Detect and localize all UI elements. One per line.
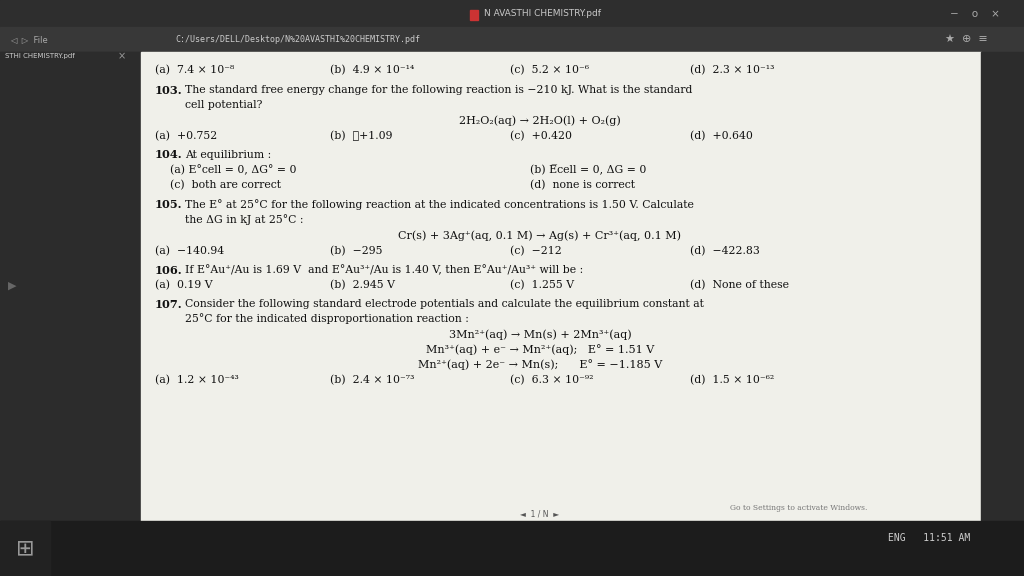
Text: N AVASTHI CHEMISTRY.pdf: N AVASTHI CHEMISTRY.pdf	[484, 9, 601, 18]
Bar	[141, 52, 981, 521]
Text: (d)  1.5 × 10⁻⁶²: (d) 1.5 × 10⁻⁶²	[690, 375, 774, 385]
Bar	[0, 521, 50, 576]
Text: (b)  −295: (b) −295	[330, 246, 383, 256]
Text: Consider the following standard electrode potentials and calculate the equilibri: Consider the following standard electrod…	[185, 299, 703, 309]
Text: The standard free energy change for the following reaction is −210 kJ. What is t: The standard free energy change for the …	[185, 85, 692, 95]
Text: At equilibrium :: At equilibrium :	[185, 150, 271, 160]
Text: (b)  4.9 × 10⁻¹⁴: (b) 4.9 × 10⁻¹⁴	[330, 65, 415, 75]
Text: (b)  2.945 V: (b) 2.945 V	[330, 280, 395, 290]
Text: ▶: ▶	[8, 281, 16, 291]
Text: (d)  none is correct: (d) none is correct	[530, 180, 635, 190]
Bar	[0, 0, 1024, 27]
Text: Cr(s) + 3Ag⁺(aq, 0.1 M) → Ag(s) + Cr³⁺(aq, 0.1 M): Cr(s) + 3Ag⁺(aq, 0.1 M) → Ag(s) + Cr³⁺(a…	[398, 231, 682, 241]
Text: (c)  both are correct: (c) both are correct	[170, 180, 281, 190]
Text: (b)  ℓ+1.09: (b) ℓ+1.09	[330, 131, 392, 141]
Text: (c)  +0.420: (c) +0.420	[510, 131, 572, 141]
Text: 2H₂O₂(aq) → 2H₂O(l) + O₂(g): 2H₂O₂(aq) → 2H₂O(l) + O₂(g)	[459, 116, 621, 126]
Text: ×: ×	[118, 51, 126, 61]
Text: (a) E°cell = 0, ΔG° = 0: (a) E°cell = 0, ΔG° = 0	[170, 165, 297, 175]
Text: (c)  −212: (c) −212	[510, 246, 562, 256]
Text: If E°Au⁺/Au is 1.69 V  and E°Au³⁺/Au is 1.40 V, then E°Au⁺/Au³⁺ will be :: If E°Au⁺/Au is 1.69 V and E°Au³⁺/Au is 1…	[185, 264, 584, 275]
Text: C:/Users/DELL/Desktop/N%20AVASTHI%20CHEMISTRY.pdf: C:/Users/DELL/Desktop/N%20AVASTHI%20CHEM…	[175, 36, 420, 44]
Text: the ΔG in kJ at 25°C :: the ΔG in kJ at 25°C :	[185, 215, 303, 225]
Text: 107.: 107.	[155, 298, 182, 309]
Text: ◁  ▷  File: ◁ ▷ File	[10, 36, 48, 44]
Text: STHI CHEMISTRY.pdf: STHI CHEMISTRY.pdf	[5, 53, 75, 59]
Text: 3Mn²⁺(aq) → Mn(s) + 2Mn³⁺(aq): 3Mn²⁺(aq) → Mn(s) + 2Mn³⁺(aq)	[449, 329, 632, 340]
Text: Mn³⁺(aq) + e⁻ → Mn²⁺(aq);   E° = 1.51 V: Mn³⁺(aq) + e⁻ → Mn²⁺(aq); E° = 1.51 V	[426, 344, 654, 355]
Text: ★  ⊕  ≡: ★ ⊕ ≡	[945, 35, 988, 45]
Text: (a)  7.4 × 10⁻⁸: (a) 7.4 × 10⁻⁸	[155, 65, 234, 75]
Text: −    o    ×: − o ×	[950, 9, 999, 19]
Text: (d)  None of these: (d) None of these	[690, 280, 790, 290]
Text: Go to Settings to activate Windows.: Go to Settings to activate Windows.	[730, 504, 867, 512]
Text: (d)  +0.640: (d) +0.640	[690, 131, 753, 141]
Text: cell potential?: cell potential?	[185, 100, 262, 110]
Text: (d)  −422.83: (d) −422.83	[690, 246, 760, 256]
Text: (d)  2.3 × 10⁻¹³: (d) 2.3 × 10⁻¹³	[690, 65, 774, 75]
Bar	[981, 52, 1024, 521]
Text: 106.: 106.	[155, 264, 182, 275]
Text: ENG   11:51 AM: ENG 11:51 AM	[888, 533, 970, 543]
Bar	[0, 27, 1024, 52]
Text: ⊞: ⊞	[15, 539, 35, 559]
Text: (b)  2.4 × 10⁻⁷³: (b) 2.4 × 10⁻⁷³	[330, 375, 415, 385]
Text: (c)  5.2 × 10⁻⁶: (c) 5.2 × 10⁻⁶	[510, 65, 589, 75]
Text: ◄  1 / N  ►: ◄ 1 / N ►	[520, 510, 559, 518]
Bar	[0, 52, 140, 521]
Bar	[0, 52, 140, 61]
Text: (a)  0.19 V: (a) 0.19 V	[155, 280, 213, 290]
Text: 105.: 105.	[155, 199, 182, 210]
Text: Mn²⁺(aq) + 2e⁻ → Mn(s);      E° = −1.185 V: Mn²⁺(aq) + 2e⁻ → Mn(s); E° = −1.185 V	[418, 359, 663, 370]
Text: (a)  +0.752: (a) +0.752	[155, 131, 217, 141]
Text: (b) E̅cell = 0, ΔG = 0: (b) E̅cell = 0, ΔG = 0	[530, 165, 646, 175]
Text: 103.: 103.	[155, 85, 182, 96]
Bar	[143, 54, 986, 523]
Text: (a)  1.2 × 10⁻⁴³: (a) 1.2 × 10⁻⁴³	[155, 375, 239, 385]
Text: 25°C for the indicated disproportionation reaction :: 25°C for the indicated disproportionatio…	[185, 313, 469, 324]
Bar	[0, 521, 1024, 576]
Text: (c)  6.3 × 10⁻⁹²: (c) 6.3 × 10⁻⁹²	[510, 375, 594, 385]
Text: (a)  −140.94: (a) −140.94	[155, 246, 224, 256]
Text: The E° at 25°C for the following reaction at the indicated concentrations is 1.5: The E° at 25°C for the following reactio…	[185, 199, 694, 210]
Bar	[470, 10, 478, 20]
Text: (c)  1.255 V: (c) 1.255 V	[510, 280, 574, 290]
Text: 104.: 104.	[155, 150, 182, 161]
